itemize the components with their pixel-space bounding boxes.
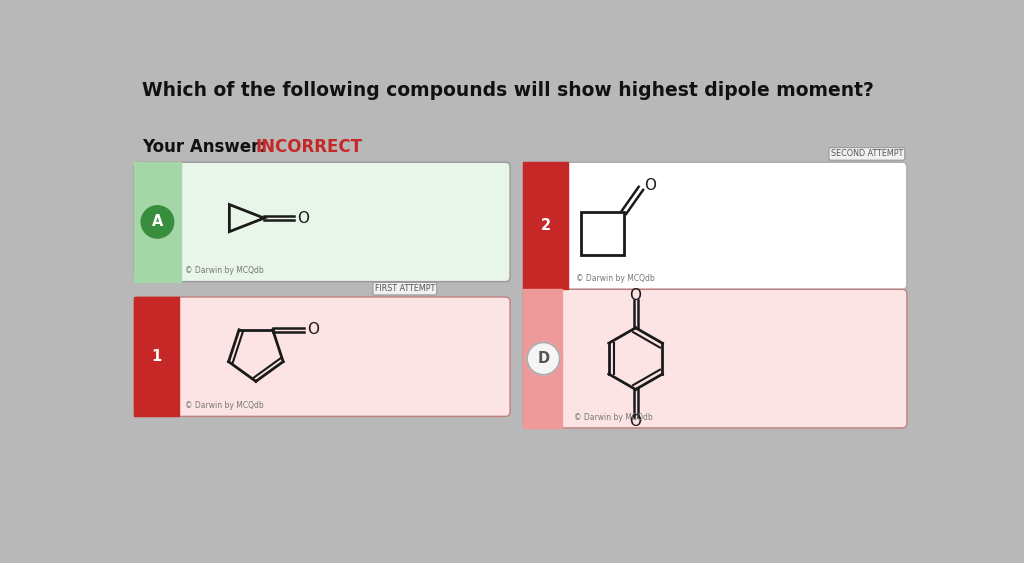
Text: O: O xyxy=(630,288,642,303)
Text: O: O xyxy=(297,211,308,226)
Text: O: O xyxy=(307,322,318,337)
Circle shape xyxy=(140,341,173,373)
Bar xyxy=(582,212,624,254)
Text: © Darwin by MCQdb: © Darwin by MCQdb xyxy=(184,266,263,275)
Text: Your Answer:: Your Answer: xyxy=(142,137,266,155)
Text: © Darwin by MCQdb: © Darwin by MCQdb xyxy=(573,413,652,422)
Text: 1: 1 xyxy=(152,349,162,364)
Text: © Darwin by MCQdb: © Darwin by MCQdb xyxy=(184,401,263,410)
Text: © Darwin by MCQdb: © Darwin by MCQdb xyxy=(575,274,654,283)
Text: SECOND ATTEMPT: SECOND ATTEMPT xyxy=(830,149,903,158)
FancyBboxPatch shape xyxy=(523,162,907,289)
FancyBboxPatch shape xyxy=(134,297,510,417)
Text: O: O xyxy=(630,414,642,429)
Text: FIRST ATTEMPT: FIRST ATTEMPT xyxy=(375,284,435,293)
FancyBboxPatch shape xyxy=(523,289,907,428)
Text: A: A xyxy=(152,215,163,230)
Bar xyxy=(134,162,180,282)
Text: O: O xyxy=(644,178,656,193)
Text: INCORRECT: INCORRECT xyxy=(256,137,362,155)
Circle shape xyxy=(141,205,174,238)
Bar xyxy=(523,162,568,289)
Circle shape xyxy=(529,209,562,242)
Text: D: D xyxy=(538,351,550,366)
Circle shape xyxy=(527,342,560,375)
Bar xyxy=(134,297,179,417)
Text: 2: 2 xyxy=(541,218,551,233)
Text: Which of the following compounds will show highest dipole moment?: Which of the following compounds will sh… xyxy=(142,82,873,100)
Bar xyxy=(523,289,562,428)
FancyBboxPatch shape xyxy=(134,162,510,282)
